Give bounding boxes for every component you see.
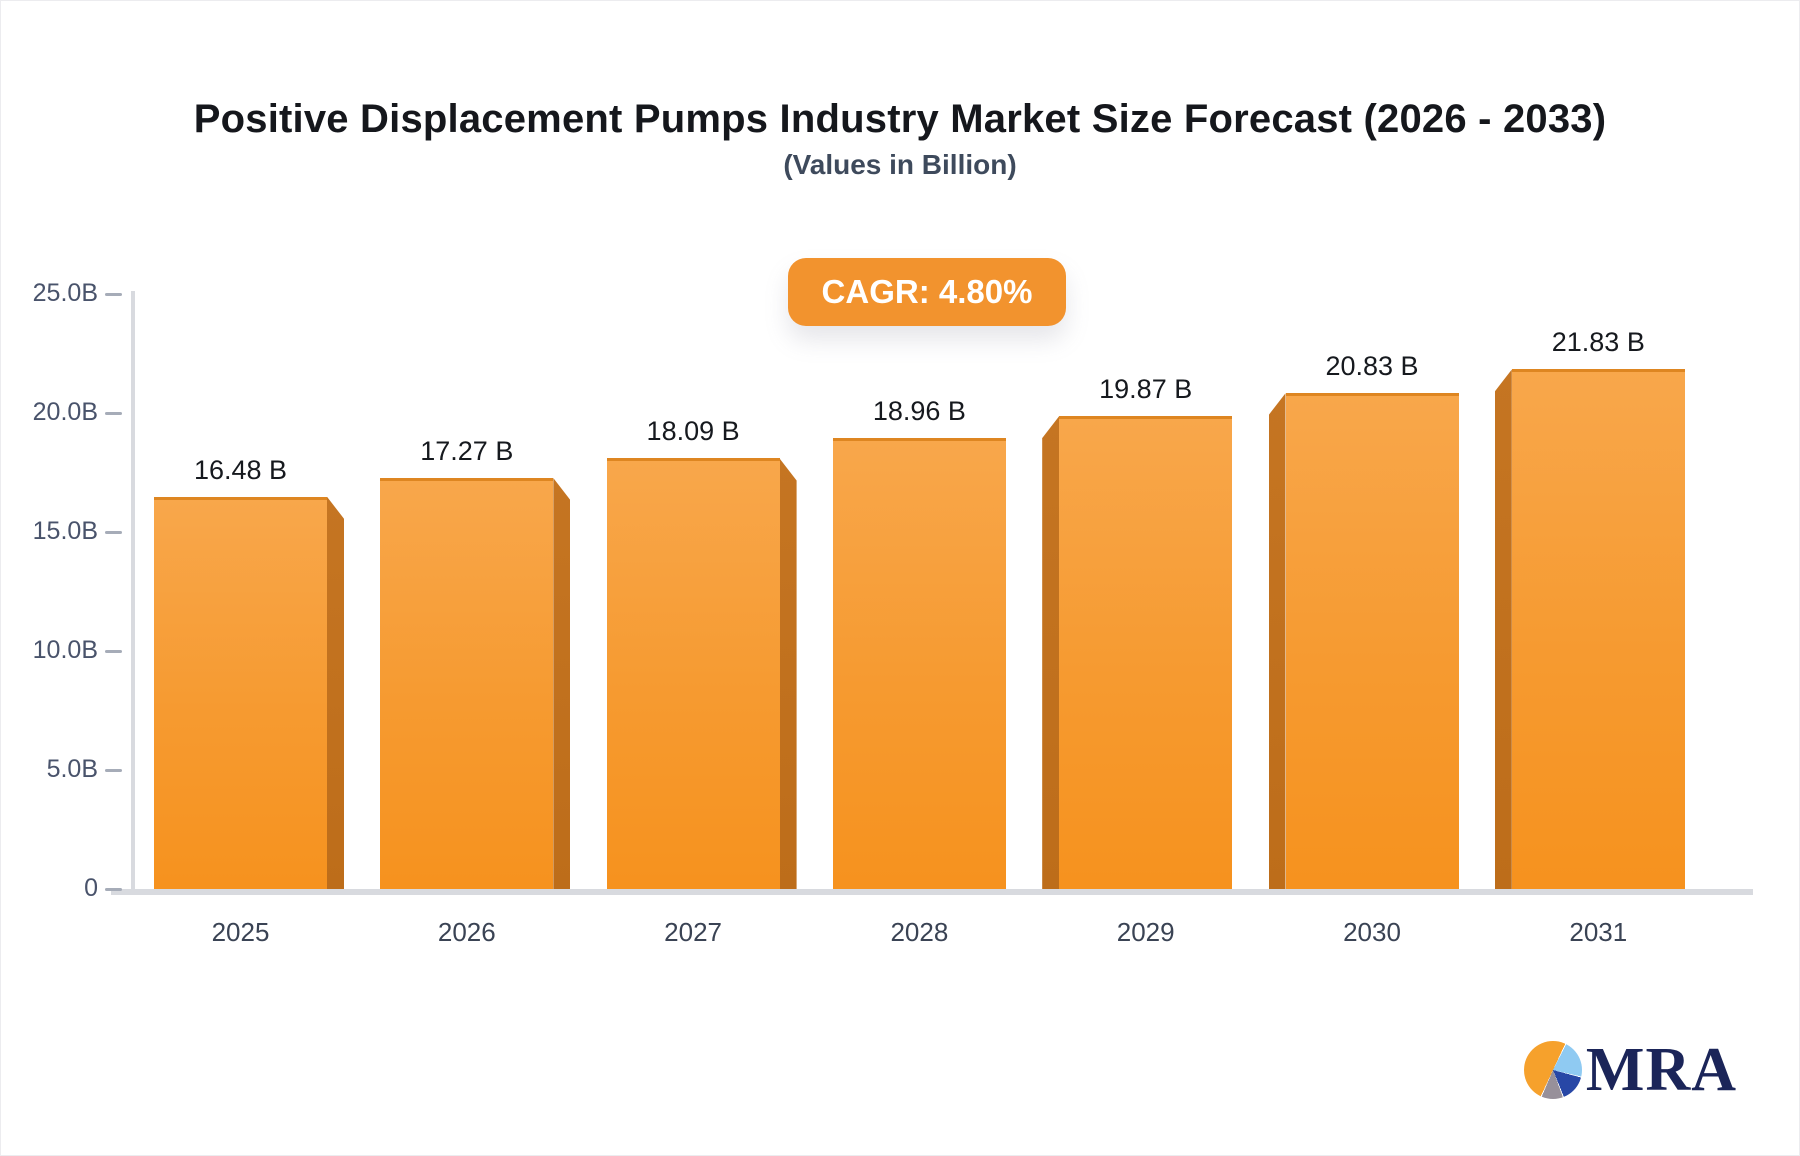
y-axis-tick-label: 15.0B bbox=[32, 517, 98, 545]
mra-logo: MRA bbox=[1523, 1036, 1737, 1104]
x-axis-baseline bbox=[111, 889, 1753, 895]
bar-value-label: 21.83 B bbox=[1551, 327, 1645, 358]
bar-value-label: 17.27 B bbox=[420, 435, 514, 466]
bar-3d-side bbox=[1494, 369, 1512, 889]
y-axis-tick-label: 5.0B bbox=[46, 755, 98, 783]
y-axis-tick bbox=[105, 292, 122, 296]
bar-2028 bbox=[832, 437, 1006, 889]
bar-2031 bbox=[1511, 369, 1685, 889]
x-axis-category-label: 2025 bbox=[211, 917, 270, 947]
y-axis-tick bbox=[105, 411, 122, 415]
logo-text: MRA bbox=[1585, 1036, 1737, 1104]
y-axis-tick-label: 25.0B bbox=[32, 279, 98, 307]
x-axis-category-label: 2031 bbox=[1569, 917, 1628, 947]
x-axis-category-label: 2030 bbox=[1343, 917, 1401, 947]
bar-value-label: 19.87 B bbox=[1099, 374, 1193, 405]
bar-2026 bbox=[380, 477, 554, 889]
bar-2027 bbox=[606, 458, 780, 889]
x-axis-category-label: 2029 bbox=[1116, 917, 1175, 947]
y-axis-tick bbox=[105, 530, 122, 534]
bar-value-label: 16.48 B bbox=[193, 454, 288, 485]
y-axis-tick bbox=[105, 887, 122, 891]
cagr-badge-label: CAGR: 4.80% bbox=[821, 273, 1033, 310]
bar-2030 bbox=[1285, 393, 1459, 889]
bar-3d-side bbox=[779, 458, 797, 889]
bar-value-label: 20.83 B bbox=[1325, 351, 1419, 382]
cagr-badge: CAGR: 4.80% bbox=[788, 258, 1066, 326]
bar-3d-side bbox=[1042, 416, 1060, 889]
bar-2029 bbox=[1059, 416, 1233, 889]
chart-subtitle: (Values in Billion) bbox=[783, 149, 1017, 180]
y-axis-tick-label: 10.0B bbox=[32, 636, 98, 664]
x-axis-category-label: 2026 bbox=[437, 917, 496, 947]
bar-value-label: 18.96 B bbox=[872, 395, 966, 426]
y-axis-tick-label: 0 bbox=[84, 874, 98, 902]
x-axis-category-label: 2028 bbox=[890, 917, 949, 947]
y-axis-tick-label: 20.0B bbox=[32, 398, 98, 426]
bar-value-label: 18.09 B bbox=[646, 416, 740, 447]
bar-2025 bbox=[154, 496, 327, 889]
y-axis-line bbox=[131, 291, 135, 892]
bar-3d-side bbox=[1268, 393, 1286, 889]
y-axis-tick bbox=[105, 768, 122, 772]
y-axis-tick bbox=[105, 649, 122, 653]
x-axis-category-label: 2027 bbox=[664, 917, 723, 947]
bar-3d-side bbox=[327, 496, 344, 889]
bar-3d-side bbox=[553, 477, 571, 889]
pie-chart-logo-icon bbox=[1523, 1041, 1582, 1099]
chart-title: Positive Displacement Pumps Industry Mar… bbox=[193, 97, 1607, 141]
